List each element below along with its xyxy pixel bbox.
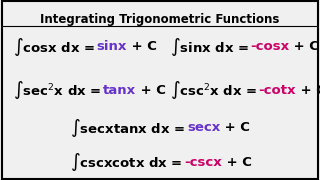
Text: sinx: sinx xyxy=(96,40,127,53)
Text: -cotx: -cotx xyxy=(258,84,296,96)
Text: + C: + C xyxy=(296,84,320,96)
Text: + C: + C xyxy=(220,121,250,134)
Text: $\int$cosx dx =: $\int$cosx dx = xyxy=(13,36,96,58)
Text: Integrating Trigonometric Functions: Integrating Trigonometric Functions xyxy=(40,13,280,26)
Text: -cscx: -cscx xyxy=(185,156,222,168)
Text: $\int$sec$^2$x dx =: $\int$sec$^2$x dx = xyxy=(13,79,103,101)
Text: + C: + C xyxy=(222,156,252,168)
Text: -cosx: -cosx xyxy=(250,40,289,53)
Text: $\int$csc$^2$x dx =: $\int$csc$^2$x dx = xyxy=(170,79,258,101)
Text: + C: + C xyxy=(136,84,165,96)
Text: secx: secx xyxy=(187,121,220,134)
Text: + C: + C xyxy=(289,40,319,53)
Text: + C: + C xyxy=(127,40,156,53)
Text: $\int$cscxcotx dx =: $\int$cscxcotx dx = xyxy=(70,151,185,173)
Text: $\int$secxtanx dx =: $\int$secxtanx dx = xyxy=(70,117,187,139)
Text: $\int$sinx dx =: $\int$sinx dx = xyxy=(170,36,250,58)
Text: tanx: tanx xyxy=(103,84,136,96)
